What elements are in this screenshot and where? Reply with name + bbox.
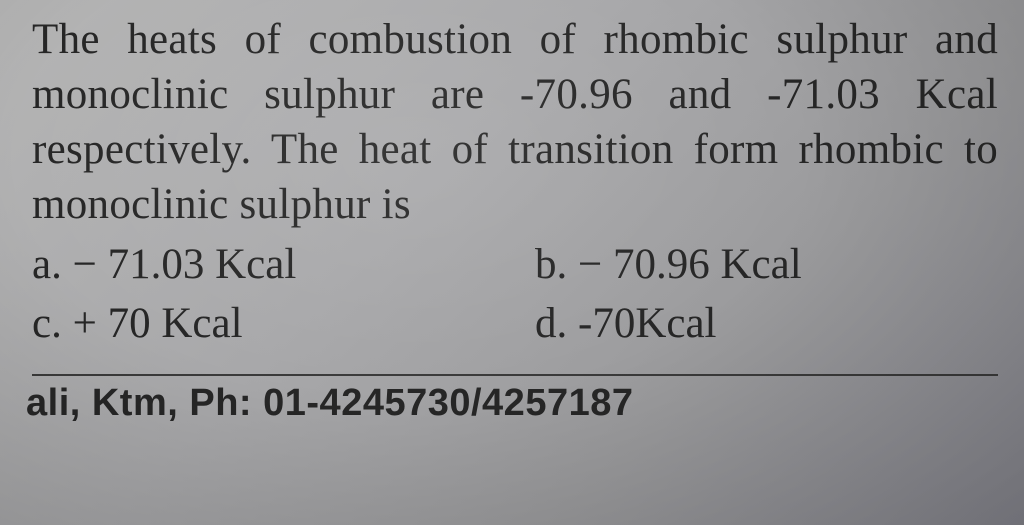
option-b-text: − 70.96 Kcal <box>578 241 802 288</box>
option-a: a. − 71.03 Kcal <box>32 240 495 289</box>
option-d-letter: d. <box>535 299 567 348</box>
footer-contact: ali, Ktm, Ph: 01-4245730/4257187 <box>26 382 998 425</box>
option-c: c. + 70 Kcal <box>32 299 495 348</box>
option-c-letter: c. <box>32 299 62 348</box>
option-d: d. -70Kcal <box>535 299 998 348</box>
question-text: The heats of combustion of rhombic sulph… <box>32 12 998 232</box>
option-a-text: − 71.03 Kcal <box>73 241 297 288</box>
option-b: b. − 70.96 Kcal <box>535 240 998 289</box>
option-b-letter: b. <box>535 240 567 289</box>
horizontal-rule <box>32 374 998 376</box>
option-c-text: + 70 Kcal <box>73 300 243 347</box>
page: The heats of combustion of rhombic sulph… <box>0 0 1024 425</box>
options-grid: a. − 71.03 Kcal b. − 70.96 Kcal c. + 70 … <box>32 240 998 348</box>
option-a-letter: a. <box>32 240 62 289</box>
option-d-text: -70Kcal <box>578 300 717 347</box>
